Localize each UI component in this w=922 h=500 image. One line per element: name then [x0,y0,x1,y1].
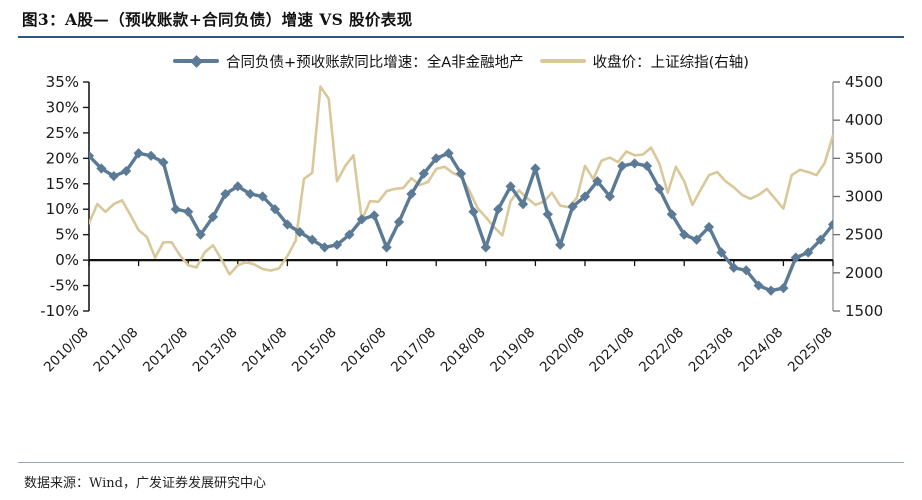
data-point-marker [220,188,231,200]
x-axis-tick-label: 2017/08 [388,325,439,376]
title-divider [18,36,904,38]
right-axis-tick-label: 2000 [845,264,883,282]
x-axis-tick-label: 2022/08 [636,325,687,376]
right-axis-tick-label: 3500 [845,149,883,167]
left-axis-tick-label: 20% [46,149,79,167]
data-point-marker [207,211,219,222]
x-axis-tick-label-group: 2024/08 [735,325,786,376]
chart-legend: 合同负债+预收账款同比增速：全A非金融地产 收盘价：上证综指(右轴) [0,48,922,74]
page-title: 图3：A股—（预收账款+合同负债）增速 VS 股价表现 [22,10,413,29]
chart-canvas: -10% -5% 0% 5% 10% 15% 20% 25% 30% 35% 1500 2000 250… [40,74,883,376]
data-point-marker [480,242,491,253]
data-point-marker [158,157,169,168]
x-axis-tick-label: 2023/08 [686,325,737,376]
data-point-marker [629,158,640,169]
data-point-marker [245,188,256,200]
x-axis-tick-label-group: 2019/08 [487,325,538,376]
x-axis-tick-label-group: 2013/08 [190,325,241,376]
data-point-marker [145,150,157,161]
left-axis-tick-label: 30% [46,98,79,116]
x-axis-tick-label: 2011/08 [90,325,141,376]
legend-item-shanghai-composite[interactable]: 收盘价：上证综指(右轴) [539,51,749,72]
x-axis-tick-label: 2012/08 [140,325,191,376]
data-point-marker [232,181,243,192]
footer-divider [18,462,904,463]
source-note: 数据来源：Wind，广发证券发展研究中心 [24,476,266,491]
data-point-marker [133,148,144,159]
x-axis-tick-label: 2013/08 [190,325,241,376]
legend-swatch-line [173,54,220,68]
right-axis-tick-label: 1500 [845,302,883,320]
x-axis-tick-label: 2016/08 [338,325,389,376]
series-shanghai-composite [89,85,833,276]
data-point-marker [108,171,119,182]
left-axis-tick-label: 15% [46,175,79,193]
x-axis-tick-label: 2020/08 [537,325,588,376]
left-axis-tick-label: 35% [46,74,79,91]
x-axis-tick-label-group: 2011/08 [90,325,141,376]
x-axis-tick-label-group: 2021/08 [586,325,637,376]
data-point-marker [195,229,206,240]
x-axis-tick-label-group: 2022/08 [636,325,687,376]
right-axis-tick-label: 4000 [845,111,883,129]
data-point-marker [369,210,380,221]
figure-header: 图3：A股—（预收账款+合同负债）增速 VS 股价表现 [0,0,922,40]
x-axis-tick-label: 2015/08 [289,325,340,376]
left-axis-tick-label: -10% [40,302,79,320]
x-axis-tick-label: 2025/08 [785,325,836,376]
x-axis-tick-label-group: 2015/08 [289,325,340,376]
plot-area: -10% -5% 0% 5% 10% 15% 20% 25% 30% 35% 1500 2000 250… [0,74,922,394]
left-axis-tick-label: 0% [55,251,79,269]
x-axis-tick-label-group: 2014/08 [239,325,290,376]
right-axis-tick-label: 3000 [845,188,883,206]
x-axis-tick-label-group: 2017/08 [388,325,439,376]
x-axis-tick-label-group: 2020/08 [537,325,588,376]
data-point-marker [530,163,541,174]
legend-label: 合同负债+预收账款同比增速：全A非金融地产 [226,54,524,71]
data-point-marker [778,283,789,294]
data-point-marker [555,239,566,250]
data-point-marker [542,209,553,220]
right-axis-tick-label: 4500 [845,74,883,91]
series-line [89,85,833,276]
right-axis-tick-label: 2500 [845,226,883,244]
x-axis-tick-label-group: 2025/08 [785,325,836,376]
data-point-marker [170,204,181,215]
left-axis-tick-label: 5% [55,226,79,244]
left-axis-tick-label: -5% [50,277,79,295]
x-axis-tick-label: 2014/08 [239,325,290,376]
x-axis-tick-label: 2010/08 [41,325,92,376]
x-axis-tick-label-group: 2012/08 [140,325,191,376]
data-point-marker [121,165,132,177]
x-axis-tick-label-group: 2010/08 [41,325,92,376]
diamond-marker-icon [189,54,203,68]
x-axis-tick-label: 2024/08 [735,325,786,376]
x-axis-tick-label-group: 2016/08 [338,325,389,376]
x-axis-tick-label: 2019/08 [487,325,538,376]
x-axis-tick-label-group: 2023/08 [686,325,737,376]
legend-item-contract-liabilities[interactable]: 合同负债+预收账款同比增速：全A非金融地产 [173,51,524,72]
left-axis-tick-label: 10% [46,200,79,218]
x-axis-tick-label: 2021/08 [586,325,637,376]
legend-label: 收盘价：上证综指(右轴) [592,54,749,71]
left-axis-tick-label: 25% [46,124,79,142]
x-axis-tick-label-group: 2018/08 [438,325,489,376]
legend-swatch-line [539,59,586,63]
data-point-marker [183,206,194,217]
x-axis-tick-label: 2018/08 [438,325,489,376]
series-contract-liabilities [89,148,833,296]
data-point-marker [765,285,777,296]
